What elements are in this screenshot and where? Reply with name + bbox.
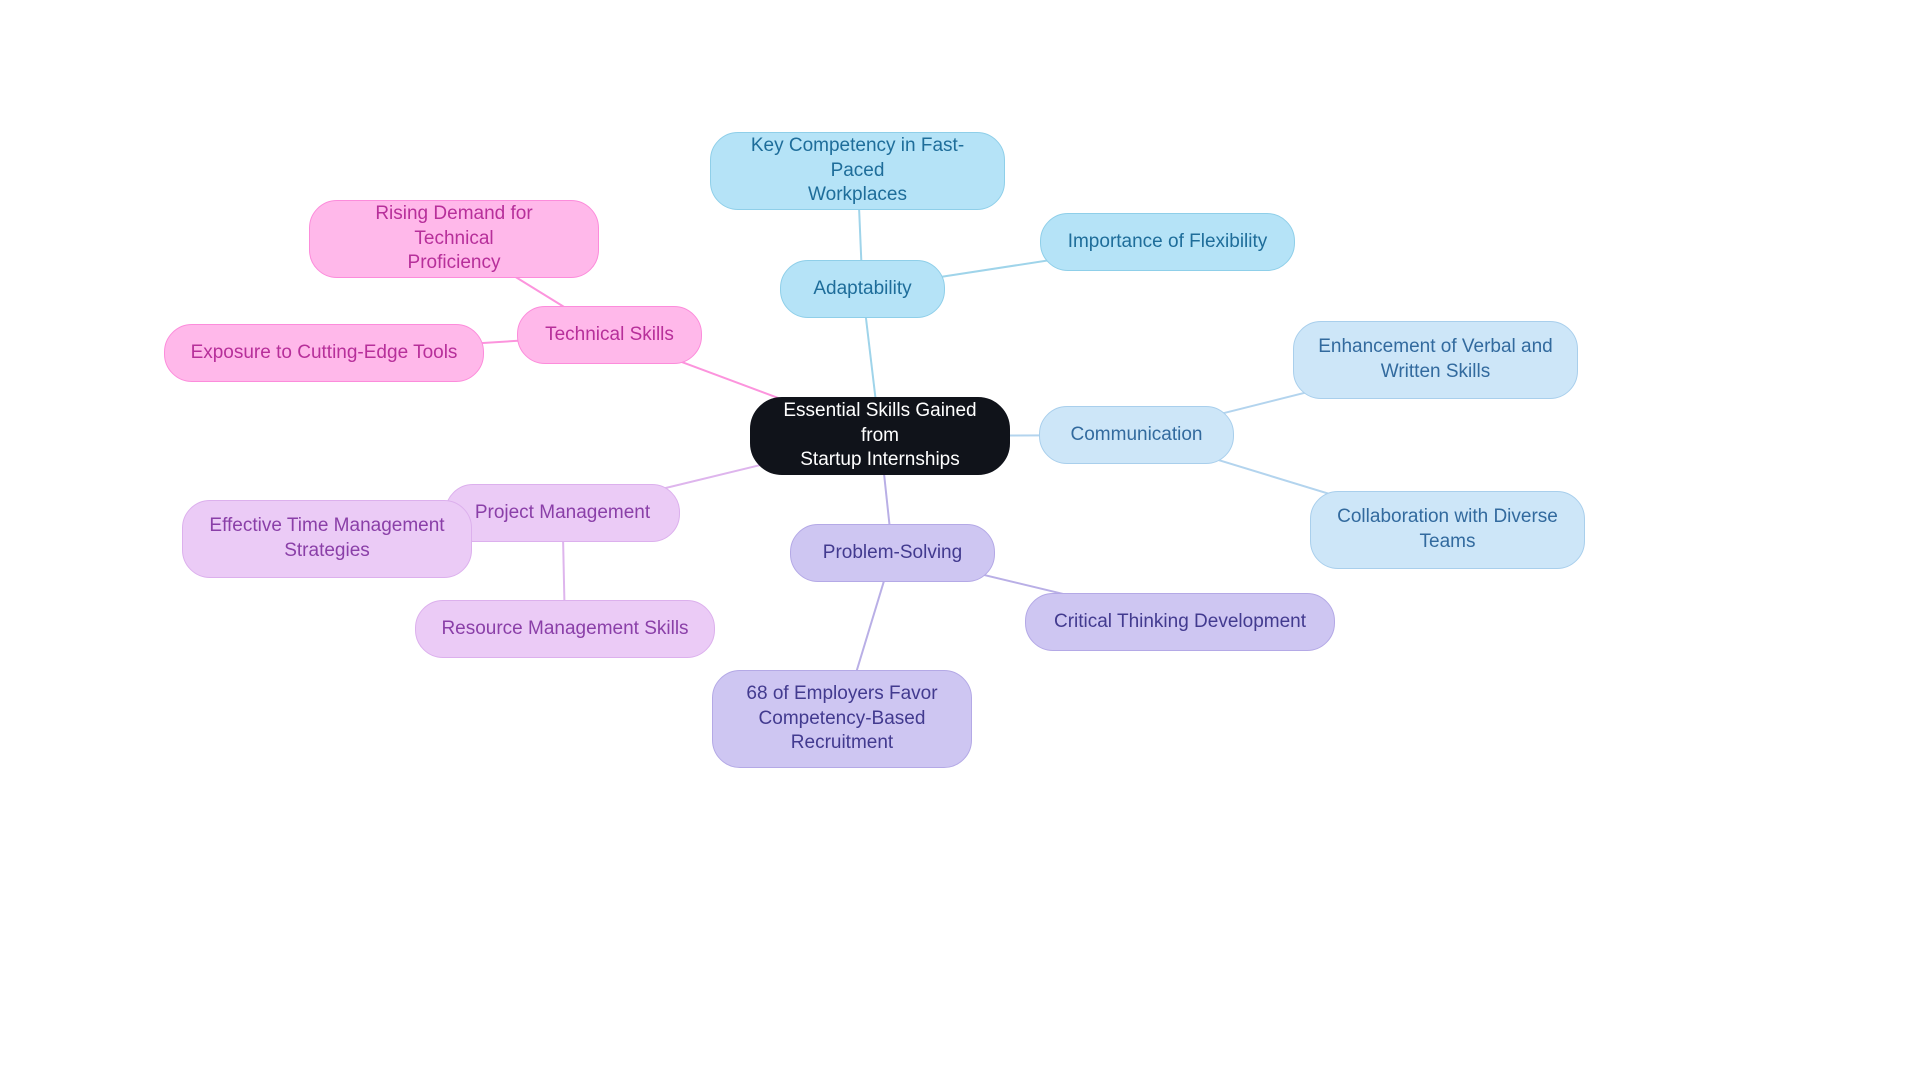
node-label: Exposure to Cutting-Edge Tools bbox=[191, 341, 458, 366]
node-label: Project Management bbox=[475, 501, 650, 526]
node-problem: Problem-Solving bbox=[790, 524, 995, 582]
node-root: Essential Skills Gained fromStartup Inte… bbox=[750, 397, 1010, 475]
node-proj-time: Effective Time ManagementStrategies bbox=[182, 500, 472, 578]
node-label: Adaptability bbox=[813, 277, 911, 302]
node-label: Importance of Flexibility bbox=[1068, 230, 1268, 255]
node-label: Enhancement of Verbal andWritten Skills bbox=[1318, 335, 1553, 384]
node-adapt-flex: Importance of Flexibility bbox=[1040, 213, 1295, 271]
node-proj-resource: Resource Management Skills bbox=[415, 600, 715, 658]
node-comm-verbal: Enhancement of Verbal andWritten Skills bbox=[1293, 321, 1578, 399]
node-adaptability: Adaptability bbox=[780, 260, 945, 318]
node-label: Key Competency in Fast-PacedWorkplaces bbox=[735, 134, 980, 208]
node-label: Problem-Solving bbox=[823, 541, 962, 566]
node-project: Project Management bbox=[445, 484, 680, 542]
node-label: Essential Skills Gained fromStartup Inte… bbox=[779, 399, 981, 473]
node-label: Rising Demand for TechnicalProficiency bbox=[334, 202, 574, 276]
node-comm-collab: Collaboration with DiverseTeams bbox=[1310, 491, 1585, 569]
node-label: Collaboration with DiverseTeams bbox=[1337, 505, 1558, 554]
node-label: Technical Skills bbox=[545, 323, 674, 348]
node-label: 68 of Employers FavorCompetency-BasedRec… bbox=[746, 682, 937, 756]
node-prob-critical: Critical Thinking Development bbox=[1025, 593, 1335, 651]
node-tech-demand: Rising Demand for TechnicalProficiency bbox=[309, 200, 599, 278]
node-label: Communication bbox=[1071, 423, 1203, 448]
node-prob-employers: 68 of Employers FavorCompetency-BasedRec… bbox=[712, 670, 972, 768]
node-label: Critical Thinking Development bbox=[1054, 610, 1306, 635]
node-label: Effective Time ManagementStrategies bbox=[209, 514, 444, 563]
node-label: Resource Management Skills bbox=[441, 617, 688, 642]
node-communication: Communication bbox=[1039, 406, 1234, 464]
node-adapt-key: Key Competency in Fast-PacedWorkplaces bbox=[710, 132, 1005, 210]
node-technical: Technical Skills bbox=[517, 306, 702, 364]
node-tech-exposure: Exposure to Cutting-Edge Tools bbox=[164, 324, 484, 382]
